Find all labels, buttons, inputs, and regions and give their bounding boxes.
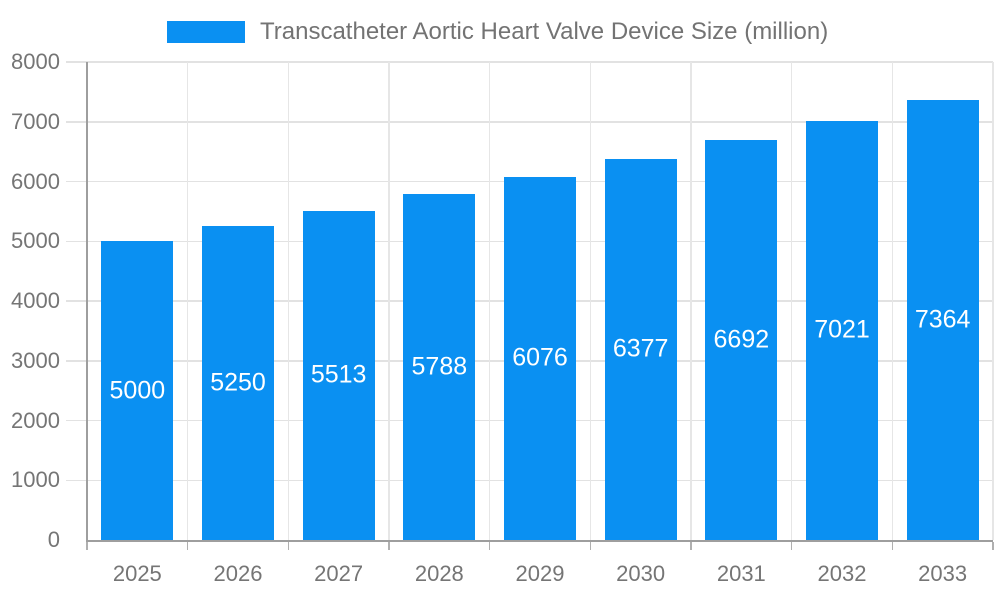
bar: 5788 [403, 194, 476, 540]
bar: 5250 [202, 226, 274, 540]
y-axis-tick-label: 2000 [11, 407, 60, 433]
y-axis-tick-label: 6000 [11, 168, 60, 194]
x-axis-tick [891, 542, 894, 550]
plot-area: 5000 5250 5513 5788 6076 6377 6692 7021 7364 [66, 61, 994, 550]
bar-value-label: 7021 [814, 315, 870, 344]
v-gridline [186, 62, 189, 540]
x-axis-tick [992, 542, 994, 550]
bar-value-label: 6377 [612, 334, 669, 363]
y-axis-tick-label: 7000 [11, 108, 60, 134]
h-gridline [66, 61, 993, 63]
v-gridline [388, 62, 390, 540]
x-axis-tick-label: 2032 [817, 561, 867, 586]
chart-legend: Transcatheter Aortic Heart Valve Device … [167, 18, 829, 45]
bar-value-label: 5000 [109, 376, 166, 405]
y-axis-tick-label: 4000 [11, 288, 60, 313]
bar-value-label: 5788 [411, 352, 468, 381]
bar: 5513 [302, 210, 375, 540]
x-axis-line [86, 540, 993, 542]
bar: 5000 [101, 241, 174, 540]
x-axis-tick [388, 542, 390, 550]
bar: 6692 [705, 140, 778, 540]
v-gridline [992, 62, 994, 540]
x-axis-tick [488, 542, 491, 550]
x-axis-tick-label: 2033 [918, 561, 968, 586]
y-axis-tick-label: 0 [47, 527, 60, 552]
x-axis-tick [86, 542, 88, 550]
bar: 7364 [906, 100, 979, 540]
x-axis-tick [287, 542, 290, 550]
bar: 6377 [604, 158, 677, 540]
x-axis-labels: 2025 2026 2027 2028 2029 2030 2031 2032 2033 [87, 560, 993, 588]
x-axis-tick-label: 2030 [616, 561, 666, 586]
v-gridline [589, 62, 592, 540]
h-gridline [66, 121, 993, 123]
legend-swatch [167, 21, 245, 43]
x-axis-tick-label: 2029 [515, 561, 565, 586]
y-axis-tick-label: 8000 [11, 49, 60, 74]
bar: 6076 [504, 176, 576, 540]
x-axis-tick-label: 2027 [314, 561, 364, 586]
x-axis-tick-label: 2031 [716, 561, 766, 586]
bar-value-label: 5513 [310, 360, 367, 389]
x-axis-tick [186, 542, 189, 550]
x-axis-tick [790, 542, 793, 550]
legend-label: Transcatheter Aortic Heart Valve Device … [260, 18, 829, 45]
y-axis-tick-label: 5000 [11, 228, 60, 254]
x-axis-tick-label: 2028 [414, 561, 464, 586]
bar-value-label: 7364 [914, 305, 971, 334]
y-axis-tick-label: 3000 [11, 347, 60, 373]
v-gridline [488, 62, 491, 540]
v-gridline [287, 62, 290, 540]
y-axis-labels: 0 1000 2000 3000 4000 5000 6000 7000 8000 [0, 50, 60, 552]
v-gridline [891, 62, 894, 540]
bar: 7021 [806, 120, 878, 540]
y-axis-line [86, 62, 88, 540]
bar-value-label: 5250 [210, 368, 266, 397]
x-axis-tick [690, 542, 692, 550]
bar-value-label: 6692 [713, 325, 770, 354]
bar-value-label: 6076 [512, 343, 568, 372]
v-gridline [690, 62, 692, 540]
x-axis-tick-label: 2026 [213, 561, 263, 586]
y-axis-tick-label: 1000 [11, 467, 60, 493]
v-gridline [790, 62, 793, 540]
x-axis-tick [589, 542, 592, 550]
x-axis-tick-label: 2025 [112, 561, 162, 586]
